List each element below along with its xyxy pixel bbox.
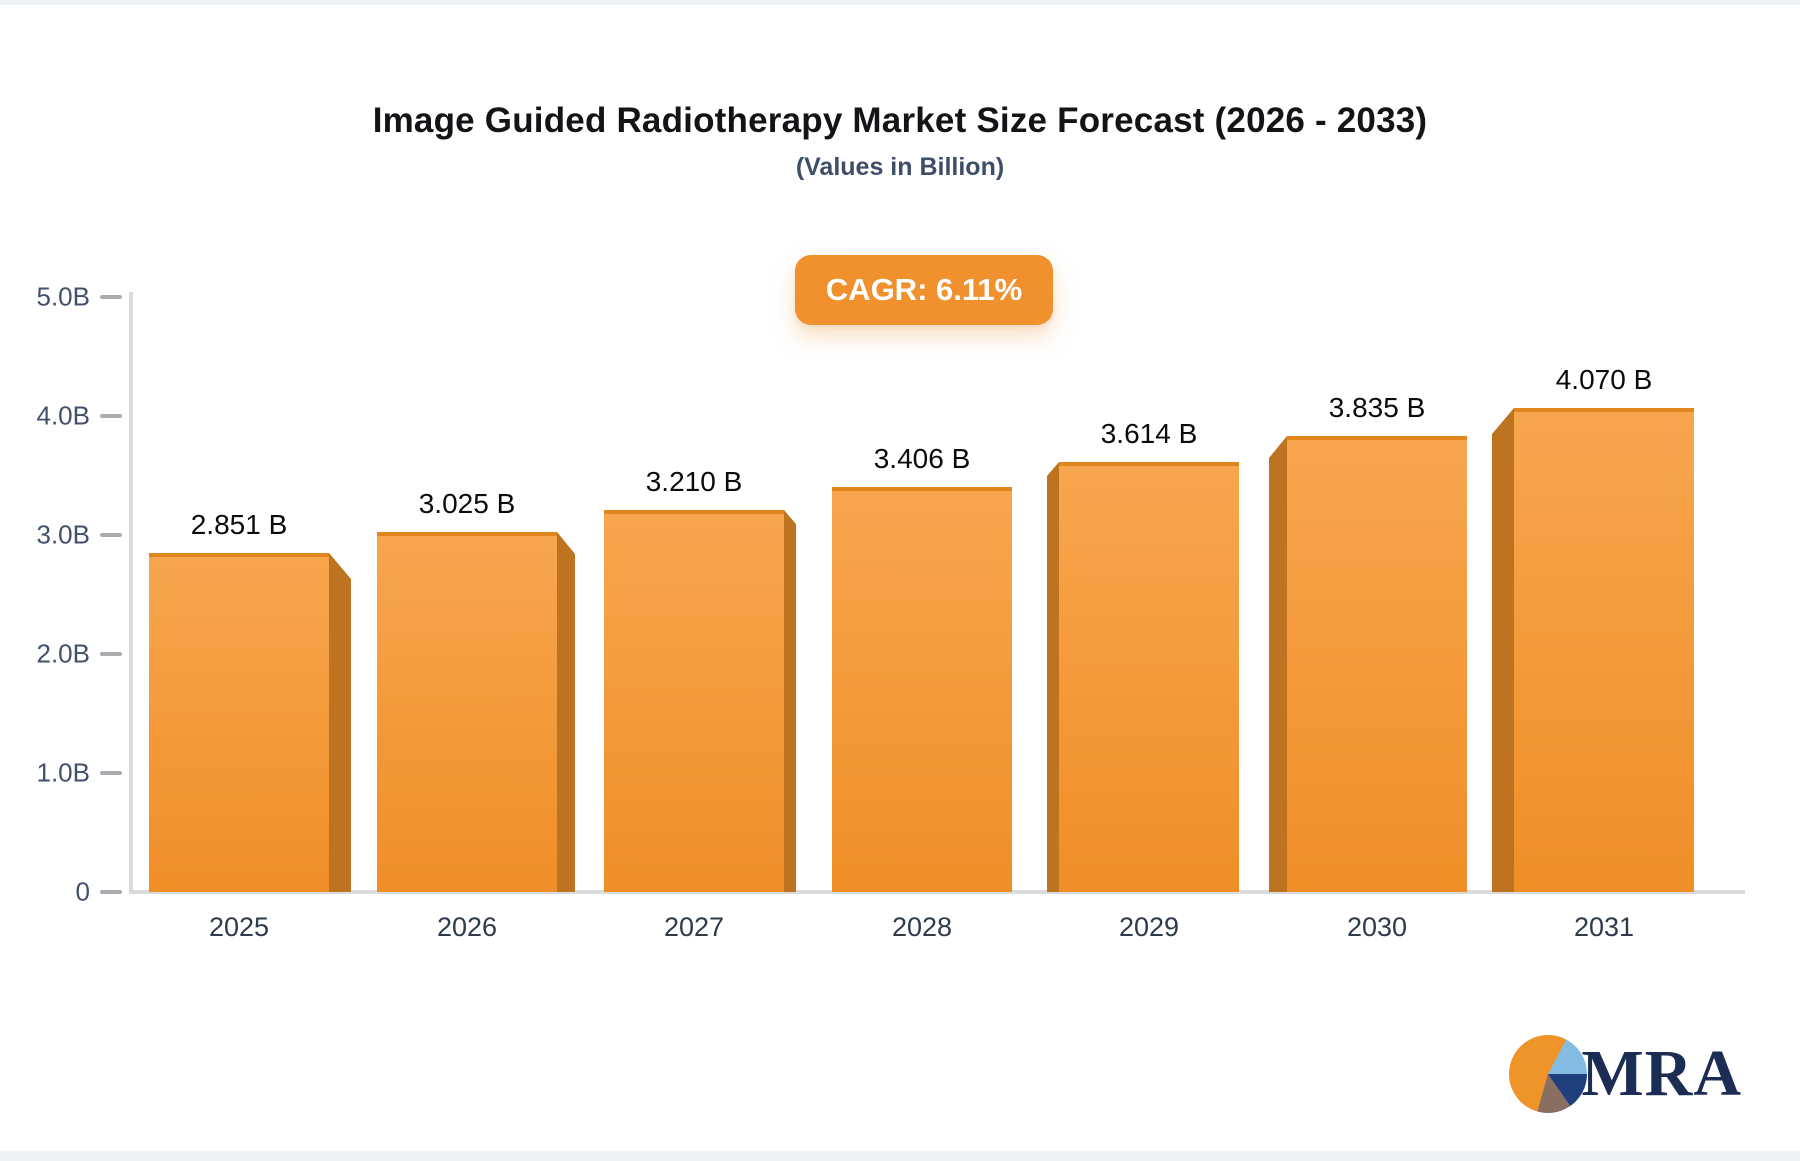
bar-value-label-2025: 2.851 B — [190, 509, 288, 540]
y-axis-line — [129, 292, 133, 893]
y-axis-tick-mark — [100, 771, 122, 775]
y-axis-tick-mark — [100, 533, 122, 537]
y-axis-tick-label-1.0B: 1.0B — [36, 757, 91, 788]
bar-2030 — [1287, 436, 1467, 892]
y-axis-tick-mark — [100, 295, 122, 299]
y-axis-tick-mark — [100, 890, 122, 894]
bar-3d-side-2031 — [1492, 408, 1514, 892]
bar-2028 — [832, 487, 1012, 892]
bar-value-label-2026: 3.025 B — [418, 488, 516, 519]
x-axis-label-2031: 2031 — [1573, 912, 1635, 942]
bar-2027 — [604, 510, 784, 892]
mra-logo: MRA — [1509, 1035, 1742, 1113]
y-axis-tick-label-4.0B: 4.0B — [36, 400, 91, 431]
y-axis-tick-mark — [100, 414, 122, 418]
bar-value-label-2030: 3.835 B — [1328, 392, 1426, 423]
y-axis-tick-label-5.0B: 5.0B — [36, 281, 91, 312]
x-axis-label-2029: 2029 — [1118, 912, 1180, 942]
bar-value-label-2028: 3.406 B — [873, 443, 971, 474]
x-axis-label-2027: 2027 — [663, 912, 725, 942]
chart-title: Image Guided Radiotherapy Market Size Fo… — [372, 101, 1428, 140]
y-axis-tick-label-3.0B: 3.0B — [36, 519, 91, 550]
cagr-badge: CAGR: 6.11% — [795, 255, 1053, 325]
bar-3d-side-2025 — [329, 553, 351, 892]
x-axis-baseline — [129, 890, 1745, 894]
bar-3d-side-2026 — [557, 532, 575, 892]
bar-2025 — [149, 553, 329, 892]
x-axis-label-2028: 2028 — [891, 912, 953, 942]
bar-value-label-2027: 3.210 B — [645, 466, 743, 497]
chart-subtitle: (Values in Billion) — [795, 153, 1005, 181]
pie-chart-logo-icon — [1509, 1035, 1588, 1113]
bar-2029 — [1059, 462, 1239, 892]
x-axis-label-2025: 2025 — [208, 912, 270, 942]
bar-3d-side-2030 — [1269, 436, 1287, 892]
x-axis-label-2026: 2026 — [436, 912, 498, 942]
x-axis-label-2030: 2030 — [1346, 912, 1408, 942]
cagr-badge-label: CAGR: 6.11% — [825, 272, 1023, 307]
y-axis-tick-label-2.0B: 2.0B — [36, 638, 91, 669]
bar-2026 — [377, 532, 557, 892]
bar-value-label-2031: 4.070 B — [1555, 364, 1653, 395]
bar-2031 — [1514, 408, 1694, 892]
bar-value-label-2029: 3.614 B — [1100, 418, 1198, 449]
bar-chart-plot-area: 0 1.0B 2.0B 3.0B 4.0B 5.0B 2.851 B 2025 3.025 B 2… — [0, 5, 1800, 1161]
y-axis-tick-mark — [100, 652, 122, 656]
bar-3d-side-2027 — [784, 510, 796, 892]
logo-text: MRA — [1581, 1037, 1742, 1110]
y-axis-tick-label-0: 0 — [75, 876, 90, 907]
chart-card: Image Guided Radiotherapy Market Size Fo… — [0, 5, 1800, 1151]
bar-3d-side-2029 — [1047, 462, 1059, 892]
